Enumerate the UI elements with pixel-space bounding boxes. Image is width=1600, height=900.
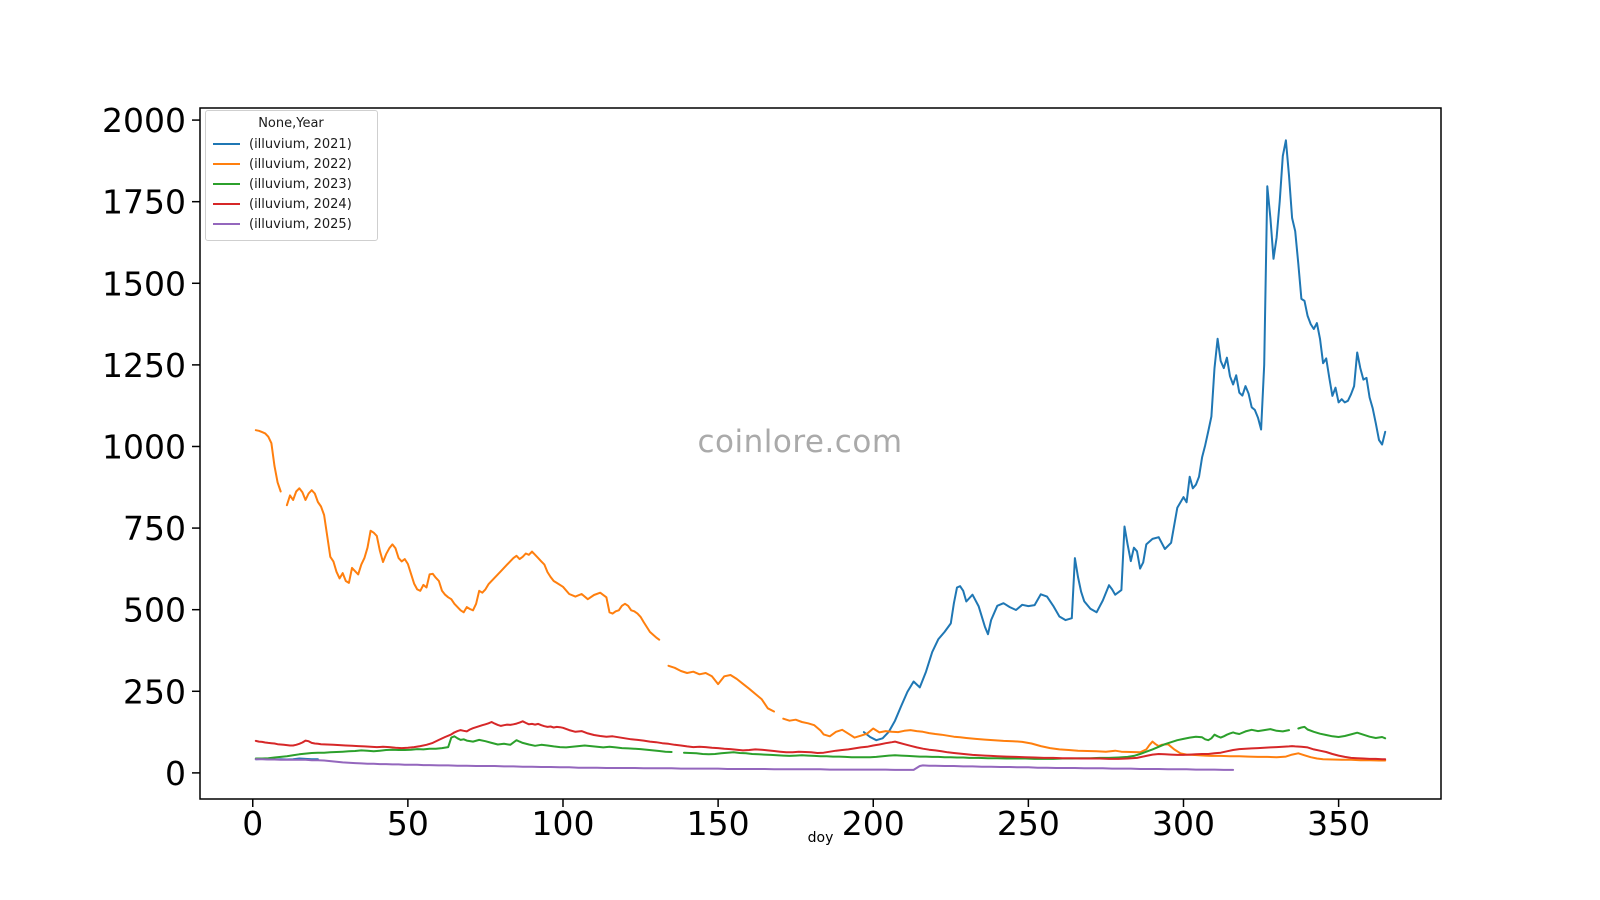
y-tick-label: 1750 — [102, 183, 186, 222]
legend-line-swatch — [213, 203, 240, 205]
x-tick-label: 250 — [997, 804, 1060, 843]
legend-line-swatch — [213, 143, 240, 145]
y-tick-label: 250 — [123, 672, 186, 711]
x-tick-label: 300 — [1152, 804, 1215, 843]
legend-item: (illuvium, 2024) — [213, 194, 369, 214]
legend-item: (illuvium, 2022) — [213, 154, 369, 174]
series-line-2023 — [1297, 725, 1387, 740]
legend-title: None,Year — [258, 116, 324, 131]
series-line-2024 — [254, 720, 1387, 761]
legend-line-swatch — [213, 223, 240, 225]
legend-label: (illuvium, 2025) — [249, 216, 352, 232]
watermark: coinlore.com — [697, 424, 903, 460]
legend-label: (illuvium, 2024) — [249, 196, 352, 212]
series-line-2023 — [683, 728, 1290, 760]
legend-items: (illuvium, 2021) (illuvium, 2022) (illuviu… — [213, 134, 369, 234]
series-line-2022 — [254, 429, 282, 493]
series-line-2022 — [285, 487, 661, 641]
y-tick-label: 2000 — [102, 101, 186, 140]
series-line-2025 — [254, 758, 1235, 771]
legend-item: (illuvium, 2025) — [213, 214, 369, 234]
y-tick-label: 0 — [165, 754, 186, 793]
legend-item: (illuvium, 2021) — [213, 134, 369, 154]
y-tick-label: 750 — [123, 509, 186, 548]
legend-label: (illuvium, 2023) — [249, 176, 352, 192]
y-tick-label: 500 — [123, 591, 186, 630]
y-tick-label: 1250 — [102, 346, 186, 385]
plot-frame — [199, 107, 1442, 800]
y-tick-label: 1000 — [102, 427, 186, 466]
x-tick-label: 100 — [531, 804, 594, 843]
x-tick-label: 200 — [842, 804, 905, 843]
legend-line-swatch — [213, 183, 240, 185]
legend-item: (illuvium, 2023) — [213, 174, 369, 194]
series-line-2021 — [862, 139, 1387, 742]
x-tick-label: 0 — [242, 804, 263, 843]
x-axis-label: doy — [807, 830, 834, 846]
legend-label: (illuvium, 2022) — [249, 156, 352, 172]
legend: None,Year (illuvium, 2021) (illuvium, 202… — [205, 110, 378, 241]
x-tick-label: 150 — [687, 804, 750, 843]
series-line-2022 — [782, 717, 1387, 762]
legend-label: (illuvium, 2021) — [249, 136, 352, 152]
x-tick-label: 350 — [1307, 804, 1370, 843]
y-tick-label: 1500 — [102, 264, 186, 303]
series-line-2023 — [254, 735, 673, 760]
legend-line-swatch — [213, 163, 240, 165]
x-tick-label: 50 — [387, 804, 429, 843]
series-line-2022 — [667, 664, 775, 713]
